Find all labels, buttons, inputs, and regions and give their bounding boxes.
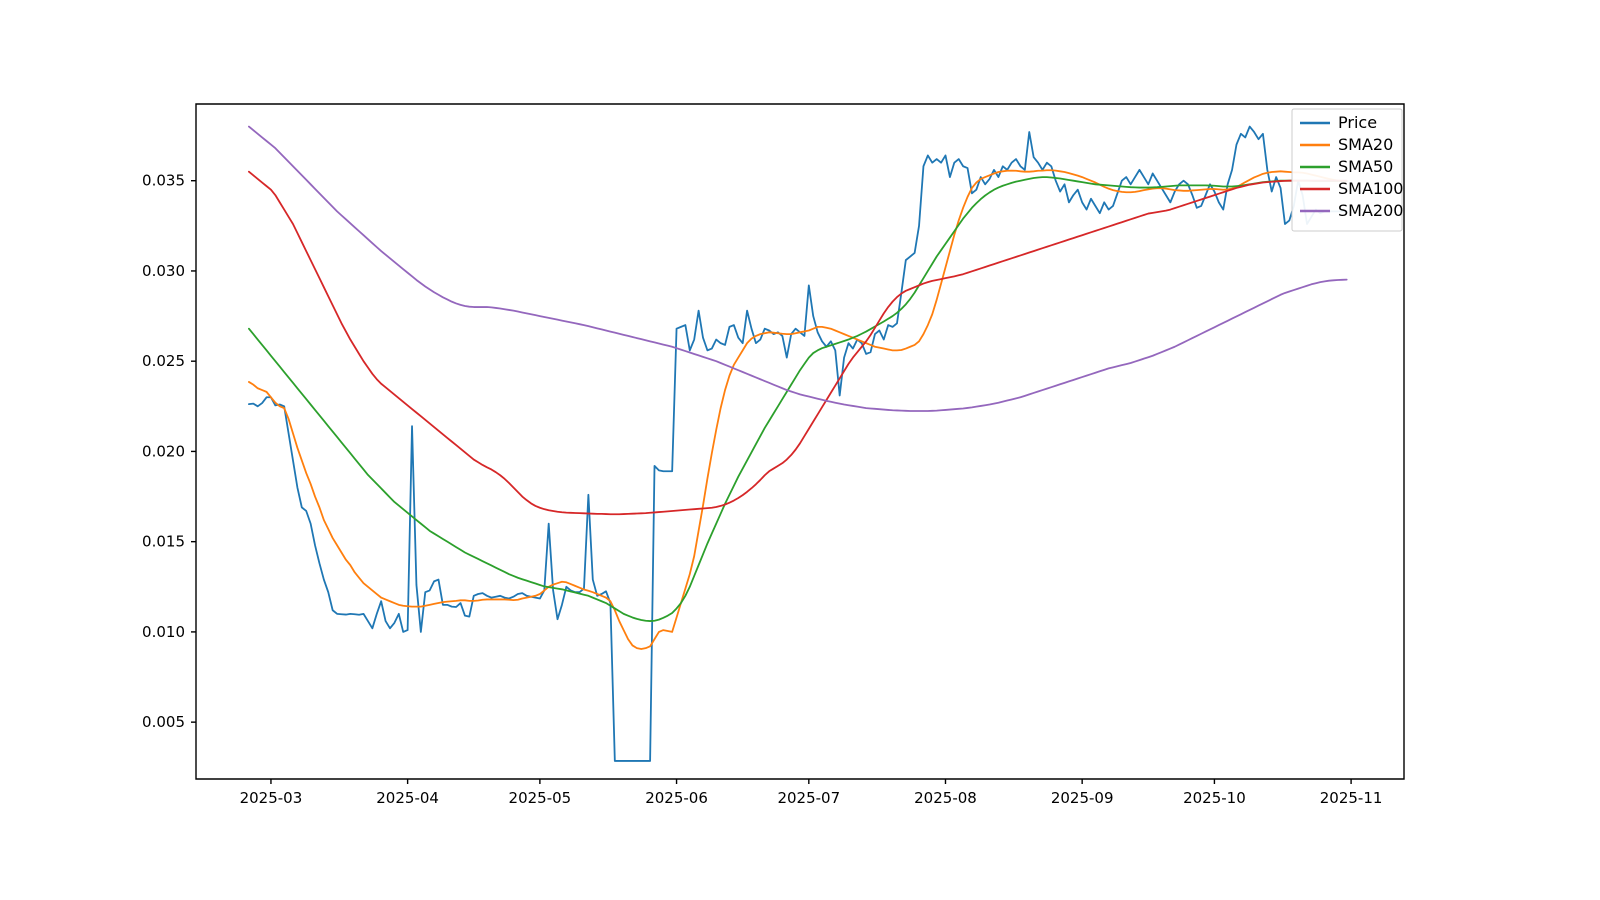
axes-frame bbox=[195, 103, 1405, 780]
legend-label-sma100: SMA100 bbox=[1338, 179, 1403, 198]
series-line-sma50 bbox=[248, 176, 1348, 622]
legend-label-sma50: SMA50 bbox=[1338, 157, 1393, 176]
y-tick-label: 0.030 bbox=[142, 262, 185, 280]
legend-label-sma200: SMA200 bbox=[1338, 201, 1403, 220]
y-tick-label: 0.010 bbox=[142, 623, 185, 641]
series-line-price bbox=[248, 125, 1348, 762]
y-tick-label: 0.035 bbox=[142, 172, 185, 190]
x-tick-label: 2025-03 bbox=[240, 789, 303, 807]
x-tick-label: 2025-05 bbox=[509, 789, 572, 807]
series-line-sma100 bbox=[248, 170, 1348, 516]
axes-spine-rect bbox=[195, 103, 1405, 780]
x-tick-label: 2025-04 bbox=[376, 789, 439, 807]
x-tick-label: 2025-10 bbox=[1183, 789, 1246, 807]
legend-background bbox=[1291, 108, 1403, 232]
x-tick-label: 2025-07 bbox=[777, 789, 840, 807]
x-axis-ticks: 2025-03 2025-04 2025-05 2025-06 2025-07 2025-… bbox=[240, 779, 1383, 807]
y-tick-label: 0.005 bbox=[142, 713, 185, 731]
series-line-sma200 bbox=[248, 125, 1348, 412]
x-tick-label: 2025-09 bbox=[1051, 789, 1114, 807]
legend-label-sma20: SMA20 bbox=[1338, 135, 1393, 154]
x-tick-label: 2025-11 bbox=[1320, 789, 1383, 807]
legend-label-price: Price bbox=[1338, 113, 1377, 132]
x-tick-label: 2025-08 bbox=[914, 789, 977, 807]
y-tick-label: 0.015 bbox=[142, 533, 185, 551]
y-tick-label: 0.025 bbox=[142, 352, 185, 370]
y-tick-label: 0.020 bbox=[142, 442, 185, 460]
chart-legend: Price SMA20 SMA50 SMA100 SMA200 bbox=[1291, 108, 1403, 232]
data-series-group bbox=[248, 125, 1348, 762]
y-axis-ticks: 0.005 0.010 0.015 0.020 0.025 0.030 0.035 bbox=[142, 172, 196, 731]
series-line-sma20 bbox=[248, 169, 1348, 650]
x-tick-label: 2025-06 bbox=[645, 789, 708, 807]
